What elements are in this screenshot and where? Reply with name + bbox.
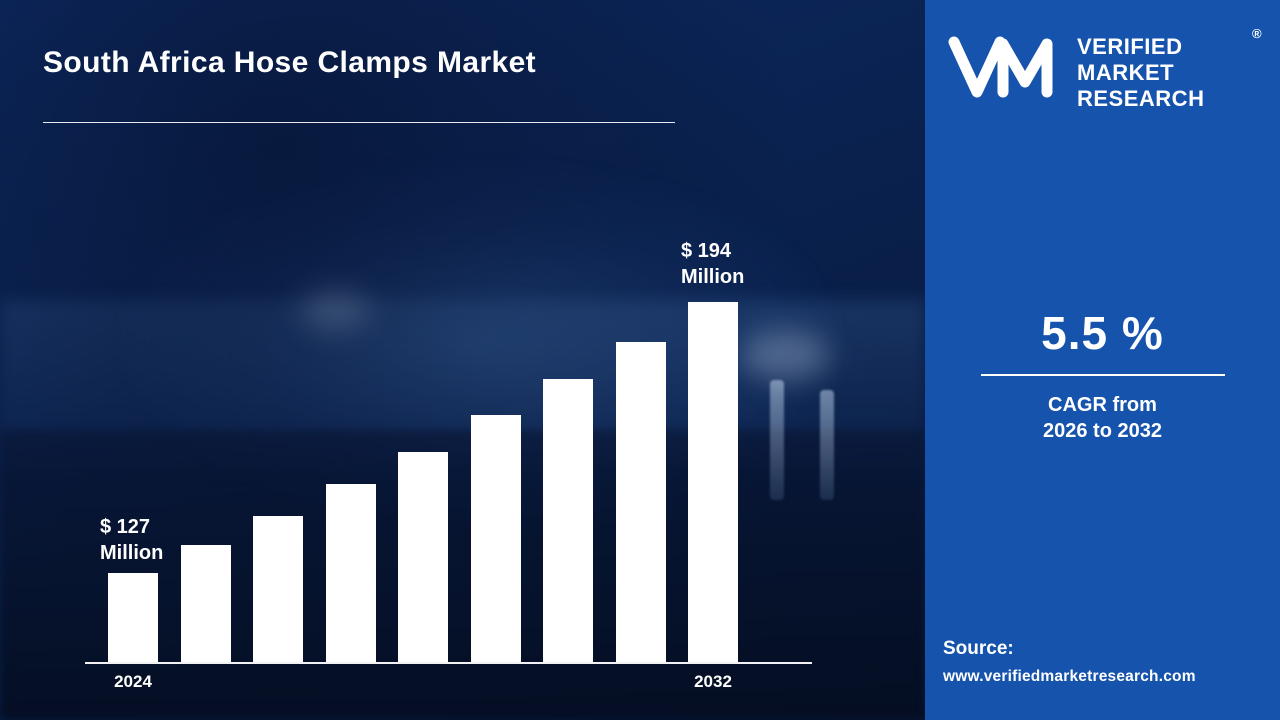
brand-name: VERIFIED MARKET RESEARCH bbox=[1077, 34, 1204, 112]
bar-chart: 2024 2032 bbox=[85, 240, 812, 691]
cagr-label-line2: 2026 to 2032 bbox=[1043, 420, 1162, 442]
bar-2029 bbox=[470, 415, 521, 662]
bar-2024 bbox=[108, 573, 158, 662]
cagr-label: CAGR from 2026 to 2032 bbox=[925, 392, 1280, 444]
cagr-block: 5.5 % CAGR from 2026 to 2032 bbox=[925, 306, 1280, 444]
bar-2032 bbox=[688, 302, 738, 662]
x-tick-label-2024: 2024 bbox=[114, 672, 152, 691]
cagr-label-line1: CAGR from bbox=[1048, 394, 1157, 416]
title-underline bbox=[43, 122, 675, 123]
bar-2030 bbox=[543, 379, 593, 662]
cagr-underline bbox=[980, 374, 1225, 376]
brand-sidebar: VERIFIED MARKET RESEARCH ® 5.5 % CAGR fr… bbox=[925, 0, 1280, 720]
background-photo bbox=[0, 0, 925, 720]
bar-2025 bbox=[180, 545, 231, 662]
brand-block: VERIFIED MARKET RESEARCH bbox=[947, 30, 1204, 112]
bar-2026 bbox=[253, 516, 303, 662]
bar-2028 bbox=[398, 452, 448, 662]
source-block: Source: www.verifiedmarketresearch.com bbox=[943, 638, 1273, 686]
source-label: Source: bbox=[943, 638, 1014, 659]
bar-2031 bbox=[615, 342, 666, 662]
page-title: South Africa Hose Clamps Market bbox=[43, 46, 537, 79]
registered-trademark-symbol: ® bbox=[1252, 26, 1262, 41]
bar-2027 bbox=[325, 484, 376, 662]
brand-name-line3: RESEARCH bbox=[1077, 86, 1205, 111]
x-tick-label-2032: 2032 bbox=[694, 672, 732, 691]
source-url-link[interactable]: www.verifiedmarketresearch.com bbox=[943, 668, 1196, 685]
brand-name-line2: MARKET bbox=[1077, 60, 1175, 85]
cagr-value: 5.5 % bbox=[1041, 307, 1164, 359]
end-value-annotation: $ 194 Million bbox=[681, 240, 745, 288]
start-value-annotation: $ 127 Million bbox=[100, 516, 164, 564]
vmr-logo-icon bbox=[947, 30, 1065, 104]
brand-name-line1: VERIFIED bbox=[1077, 34, 1183, 59]
